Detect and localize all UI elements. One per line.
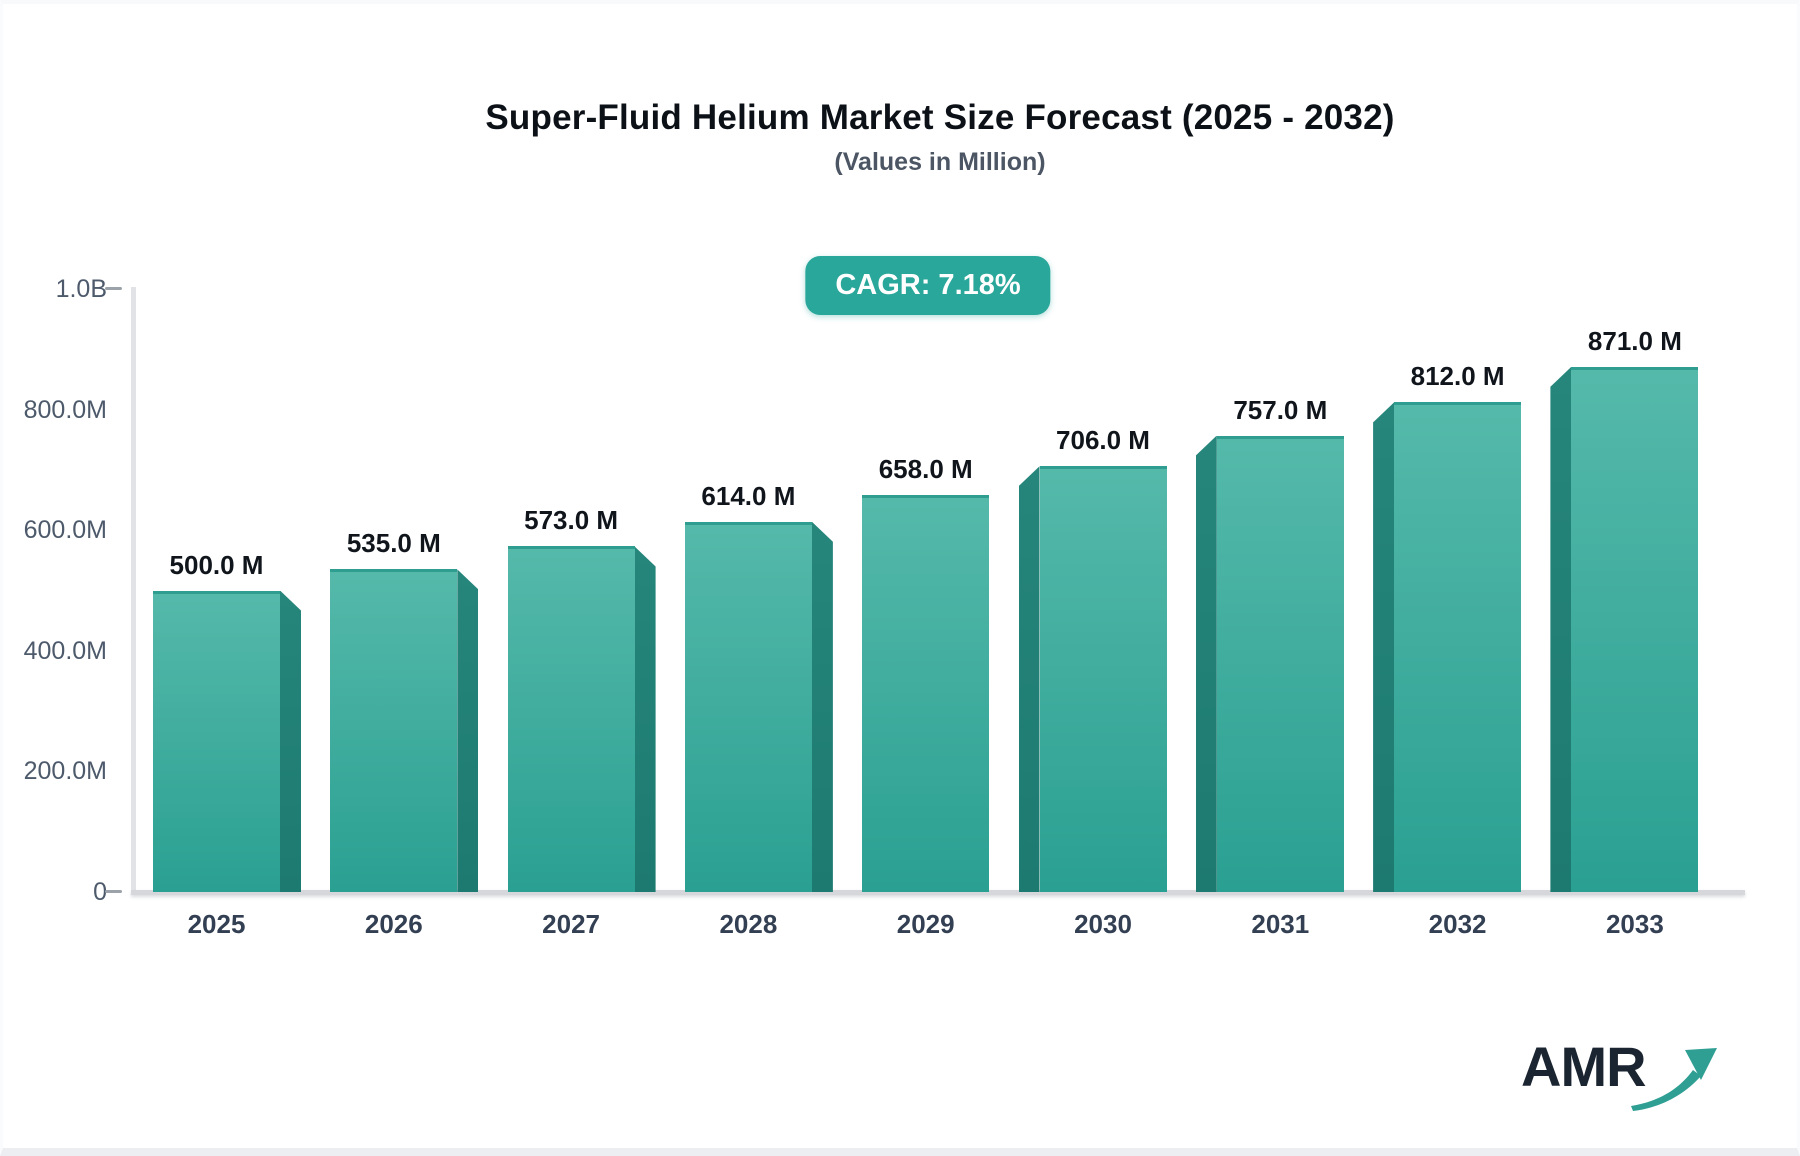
x-axis-category-label: 2031 bbox=[1251, 909, 1310, 939]
y-axis-tick-label: 200.0M bbox=[23, 757, 107, 786]
bar-2033 bbox=[1571, 366, 1699, 892]
x-axis-category-label: 2028 bbox=[719, 909, 778, 939]
x-axis-category-label: 2032 bbox=[1428, 909, 1487, 939]
bar-value-label: 871.0 M bbox=[1587, 325, 1682, 356]
bar-3d-side bbox=[634, 546, 656, 892]
bar-2030 bbox=[1039, 466, 1167, 892]
bar-2029 bbox=[862, 495, 990, 892]
y-axis-line bbox=[131, 287, 136, 892]
bar-3d-side bbox=[811, 521, 833, 892]
bar-value-label: 614.0 M bbox=[701, 480, 796, 511]
bar-chart-plot-area: 1.0B 800.0M 600.0M 400.0M 200.0M 0 500.0 M 2025… bbox=[3, 4, 1797, 1148]
bar-value-label: 573.0 M bbox=[524, 505, 619, 536]
x-axis-category-label: 2033 bbox=[1605, 909, 1664, 939]
bar-2032 bbox=[1394, 402, 1522, 892]
y-axis-tick-label: 400.0M bbox=[23, 636, 107, 665]
bar-2028 bbox=[684, 521, 812, 892]
bar-3d-side bbox=[1550, 366, 1572, 892]
x-axis-category-label: 2030 bbox=[1074, 909, 1132, 939]
bar-value-label: 812.0 M bbox=[1410, 361, 1505, 392]
bar-value-label: 757.0 M bbox=[1233, 394, 1328, 425]
y-axis-tick-mark bbox=[105, 287, 122, 290]
chart-header: Super-Fluid Helium Market Size Forecast … bbox=[77, 96, 1797, 178]
x-axis-category-label: 2025 bbox=[187, 909, 246, 939]
growth-arrow-icon bbox=[1631, 1048, 1717, 1111]
bar-value-label: 706.0 M bbox=[1056, 425, 1150, 456]
amr-logo-text: AMR bbox=[1521, 1035, 1647, 1098]
bar-2031 bbox=[1216, 435, 1344, 892]
bar-2026 bbox=[330, 569, 458, 892]
x-axis-category-label: 2027 bbox=[542, 909, 601, 939]
chart-title: Super-Fluid Helium Market Size Forecast … bbox=[485, 98, 1395, 137]
amr-logo: AMR bbox=[1521, 1034, 1751, 1124]
x-axis-baseline bbox=[131, 890, 1745, 895]
bar-2025 bbox=[153, 590, 280, 892]
chart-subtitle: (Values in Million) bbox=[834, 148, 1046, 176]
bar-value-label: 500.0 M bbox=[169, 549, 264, 580]
bar-value-label: 658.0 M bbox=[878, 454, 973, 485]
cagr-badge: CAGR: 7.18% bbox=[805, 256, 1051, 315]
bar-3d-side bbox=[1373, 402, 1395, 892]
x-axis-category-label: 2026 bbox=[364, 909, 423, 939]
bar-3d-side bbox=[1018, 466, 1040, 892]
y-axis-tick-mark bbox=[105, 890, 122, 893]
bar-3d-side bbox=[280, 590, 301, 892]
y-axis-tick-label: 800.0M bbox=[23, 395, 107, 424]
bar-value-label: 535.0 M bbox=[346, 528, 441, 559]
bar-2027 bbox=[507, 546, 635, 892]
y-axis-tick-label: 1.0B bbox=[55, 275, 107, 303]
x-axis-category-label: 2029 bbox=[896, 909, 955, 939]
bar-3d-side bbox=[1195, 435, 1217, 892]
y-axis-tick-label: 600.0M bbox=[23, 516, 107, 545]
bar-3d-side bbox=[457, 569, 479, 892]
y-axis-tick-label: 0 bbox=[93, 878, 107, 906]
